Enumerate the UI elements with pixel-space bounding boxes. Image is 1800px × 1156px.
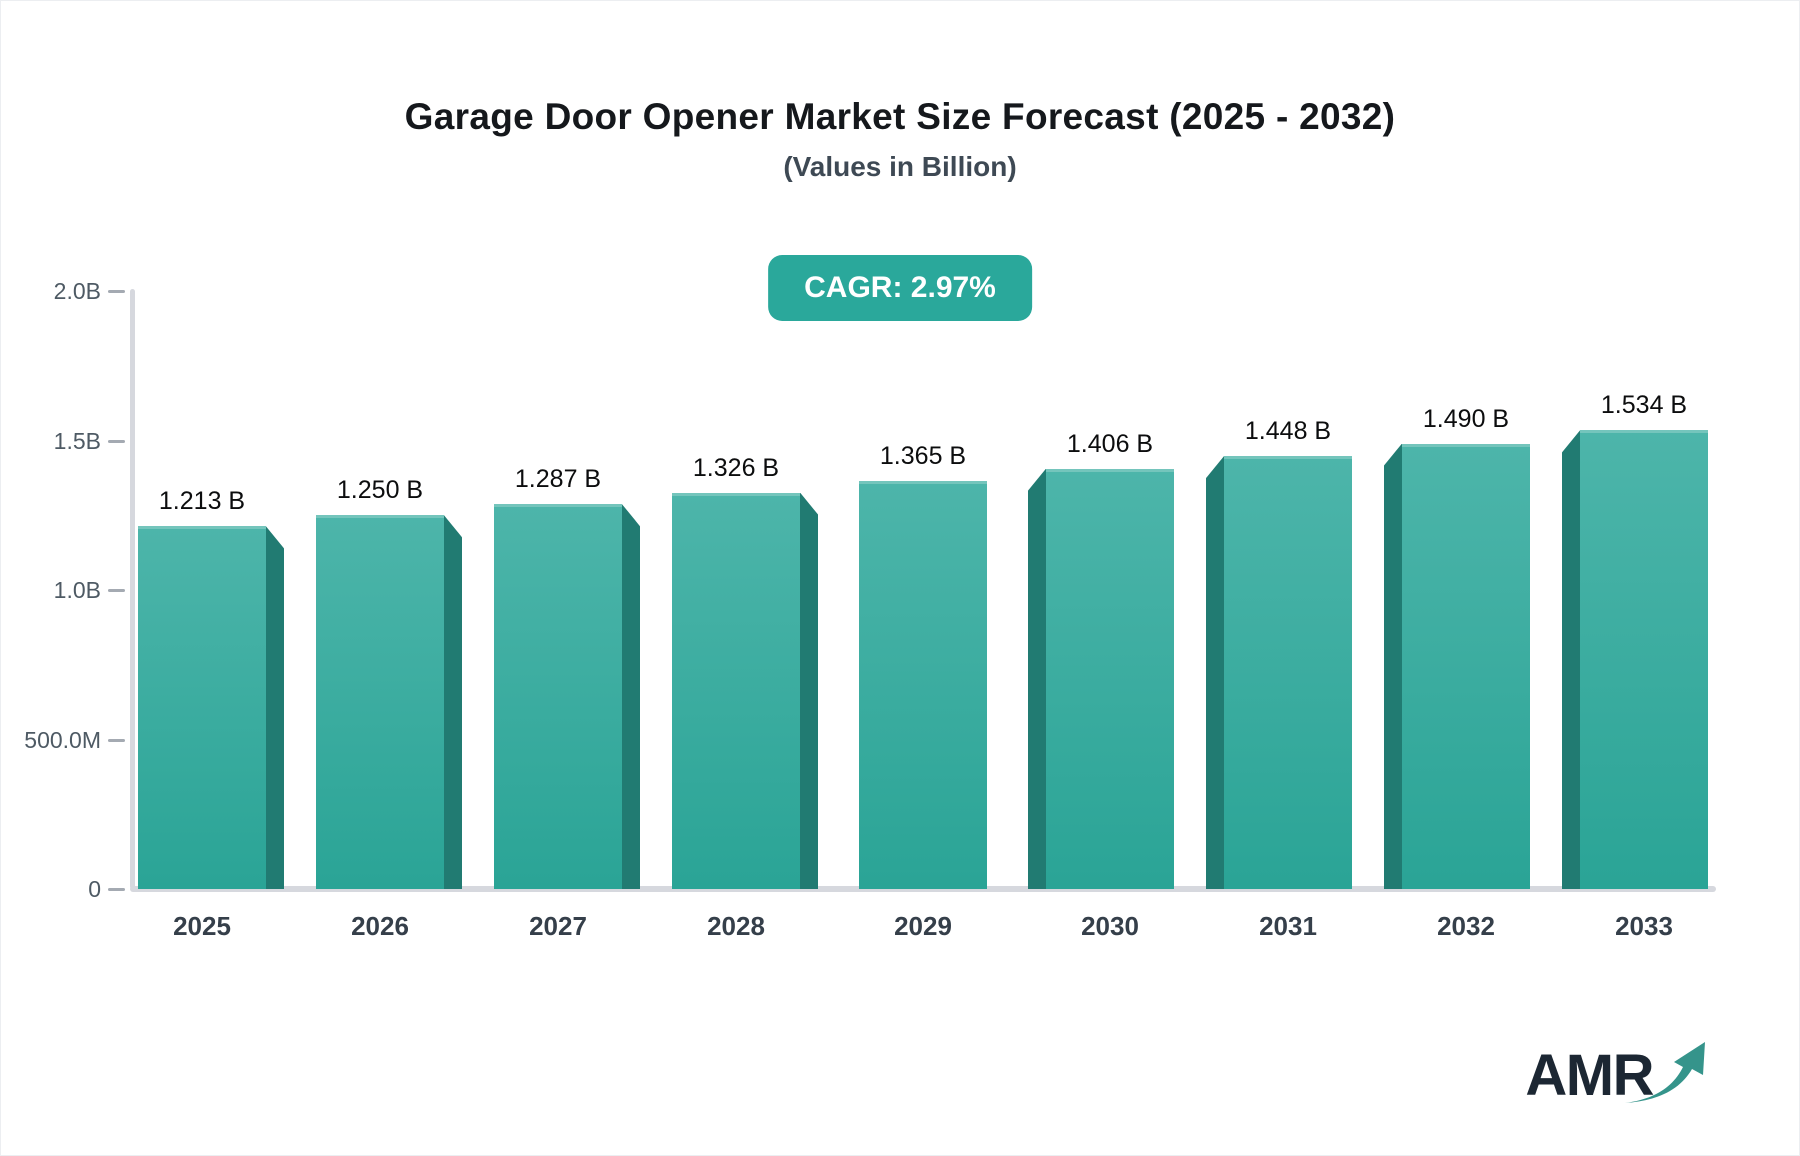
- y-axis-tick-label: 1.5B: [53, 427, 101, 454]
- bar-face: [138, 526, 266, 889]
- x-axis-label-2032: 2032: [1437, 911, 1495, 941]
- trending-up-arrow-icon: [1625, 1042, 1705, 1103]
- y-axis-tick-label: 2.0B: [53, 278, 101, 304]
- bar-side-face: [266, 526, 284, 889]
- bar-side-face: [1562, 430, 1580, 889]
- x-axis-label-2029: 2029: [894, 911, 952, 941]
- bar-face: [1402, 443, 1530, 889]
- bar-face: [1224, 456, 1352, 889]
- bar-2031[interactable]: 1.448 B 2031: [1206, 417, 1352, 941]
- bar-2027[interactable]: 1.287 B 2027: [494, 465, 640, 941]
- bar-side-face: [1384, 443, 1402, 889]
- x-axis-line: [130, 886, 1716, 892]
- y-axis-tick-label: 0: [88, 876, 101, 902]
- bar-value-label: 1.490 B: [1422, 404, 1510, 433]
- bar-face: [859, 480, 987, 889]
- bar-side-face: [1206, 456, 1224, 889]
- x-axis-label-2033: 2033: [1615, 911, 1673, 941]
- bar-2032[interactable]: 1.490 B 2032: [1384, 405, 1530, 941]
- bar-value-label: 1.534 B: [1600, 391, 1688, 420]
- chart-subtitle: (Values in Billion): [783, 151, 1017, 182]
- x-axis-label-2030: 2030: [1081, 911, 1139, 941]
- bar-2029[interactable]: 1.365 B 2029: [850, 442, 996, 941]
- bar-side-face: [444, 515, 462, 889]
- cagr-badge: CAGR: 2.97%: [768, 255, 1032, 321]
- bar-2026[interactable]: 1.250 B 2026: [316, 476, 462, 941]
- bar-side-face: [800, 492, 818, 889]
- bar-value-label: 1.213 B: [158, 487, 246, 516]
- bar-face: [672, 492, 800, 889]
- bar-face: [494, 504, 622, 889]
- x-axis-label-2025: 2025: [173, 911, 231, 941]
- bar-2033[interactable]: 1.534 B 2033: [1562, 391, 1708, 941]
- x-axis-label-2027: 2027: [529, 911, 587, 941]
- bar-2028[interactable]: 1.326 B 2028: [672, 454, 818, 941]
- bar-value-label: 1.287 B: [514, 465, 602, 494]
- bar-2025[interactable]: 1.213 B 2025: [138, 487, 284, 941]
- y-axis-line: [130, 289, 135, 889]
- bar-value-label: 1.365 B: [879, 441, 967, 470]
- bar-2030[interactable]: 1.406 B 2030: [1028, 430, 1174, 941]
- logo-text: AMR: [1525, 1043, 1654, 1108]
- y-axis-tick-mark: [108, 589, 125, 592]
- y-axis-tick-mark: [108, 439, 125, 443]
- bars-container: 1.213 B 2025 1.250 B 2026 1.287 B 2027 1.326 B…: [138, 291, 1708, 941]
- x-axis-label-2028: 2028: [707, 911, 765, 941]
- y-axis-tick-mark: [108, 738, 125, 742]
- y-axis-tick-mark: [108, 888, 125, 891]
- y-axis-tick-label: 1.0B: [53, 577, 101, 603]
- y-axis-tick-label: 500.0M: [24, 726, 101, 753]
- bar-value-label: 1.406 B: [1066, 429, 1154, 458]
- amr-logo: AMR: [1525, 1035, 1715, 1105]
- bar-face: [1580, 430, 1708, 889]
- bar-face: [1046, 468, 1174, 889]
- chart-title: Garage Door Opener Market Size Forecast …: [404, 96, 1396, 137]
- y-axis-tick-mark: [108, 290, 125, 293]
- x-axis-label-2026: 2026: [351, 911, 409, 941]
- bar-value-label: 1.250 B: [336, 476, 424, 505]
- bar-value-label: 1.448 B: [1244, 417, 1332, 446]
- bar-face: [316, 515, 444, 889]
- bar-side-face: [622, 504, 640, 889]
- bar-side-face: [1028, 468, 1046, 889]
- x-axis-label-2031: 2031: [1259, 911, 1317, 941]
- bar-value-label: 1.326 B: [692, 453, 780, 482]
